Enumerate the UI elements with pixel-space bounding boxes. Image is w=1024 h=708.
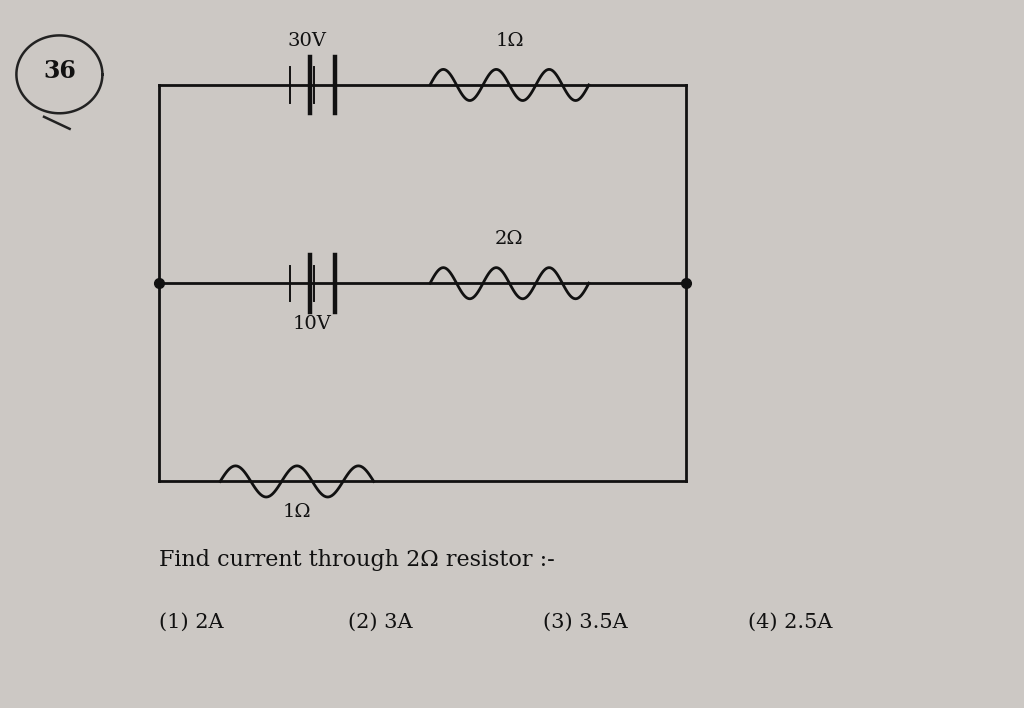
Text: (2) 3A: (2) 3A <box>348 612 413 632</box>
Text: 2Ω: 2Ω <box>496 230 523 248</box>
Text: (4) 2.5A: (4) 2.5A <box>748 612 833 632</box>
Text: Find current through 2Ω resistor :-: Find current through 2Ω resistor :- <box>159 549 554 571</box>
Text: 30V: 30V <box>288 32 327 50</box>
Text: (1) 2A: (1) 2A <box>159 612 223 632</box>
Text: 36: 36 <box>43 59 76 83</box>
Text: 10V: 10V <box>293 315 332 333</box>
Text: 1Ω: 1Ω <box>496 32 523 50</box>
Text: (3) 3.5A: (3) 3.5A <box>543 612 628 632</box>
Text: 1Ω: 1Ω <box>283 503 311 520</box>
